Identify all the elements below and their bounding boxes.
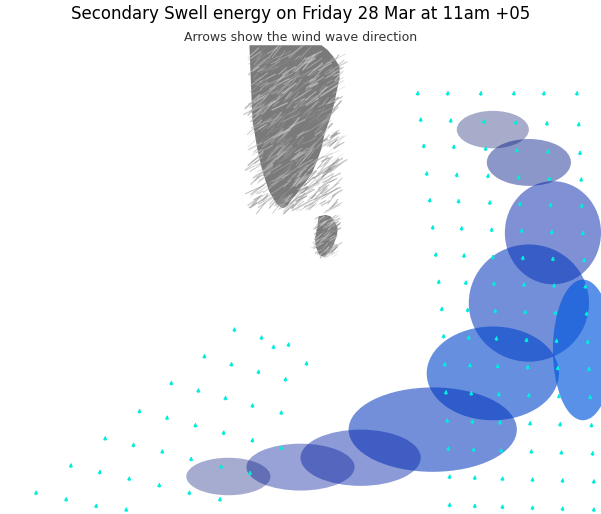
- Polygon shape: [249, 45, 340, 208]
- Ellipse shape: [469, 245, 589, 362]
- Polygon shape: [315, 215, 338, 257]
- Ellipse shape: [300, 430, 421, 486]
- Ellipse shape: [457, 111, 529, 149]
- Ellipse shape: [186, 458, 270, 495]
- Ellipse shape: [505, 181, 601, 284]
- Ellipse shape: [487, 139, 571, 186]
- Ellipse shape: [427, 326, 559, 420]
- Text: Secondary Swell energy on Friday 28 Mar at 11am +05: Secondary Swell energy on Friday 28 Mar …: [71, 5, 530, 23]
- Ellipse shape: [246, 444, 355, 490]
- Ellipse shape: [349, 388, 517, 472]
- Ellipse shape: [553, 280, 601, 420]
- Text: Arrows show the wind wave direction: Arrows show the wind wave direction: [184, 31, 417, 44]
